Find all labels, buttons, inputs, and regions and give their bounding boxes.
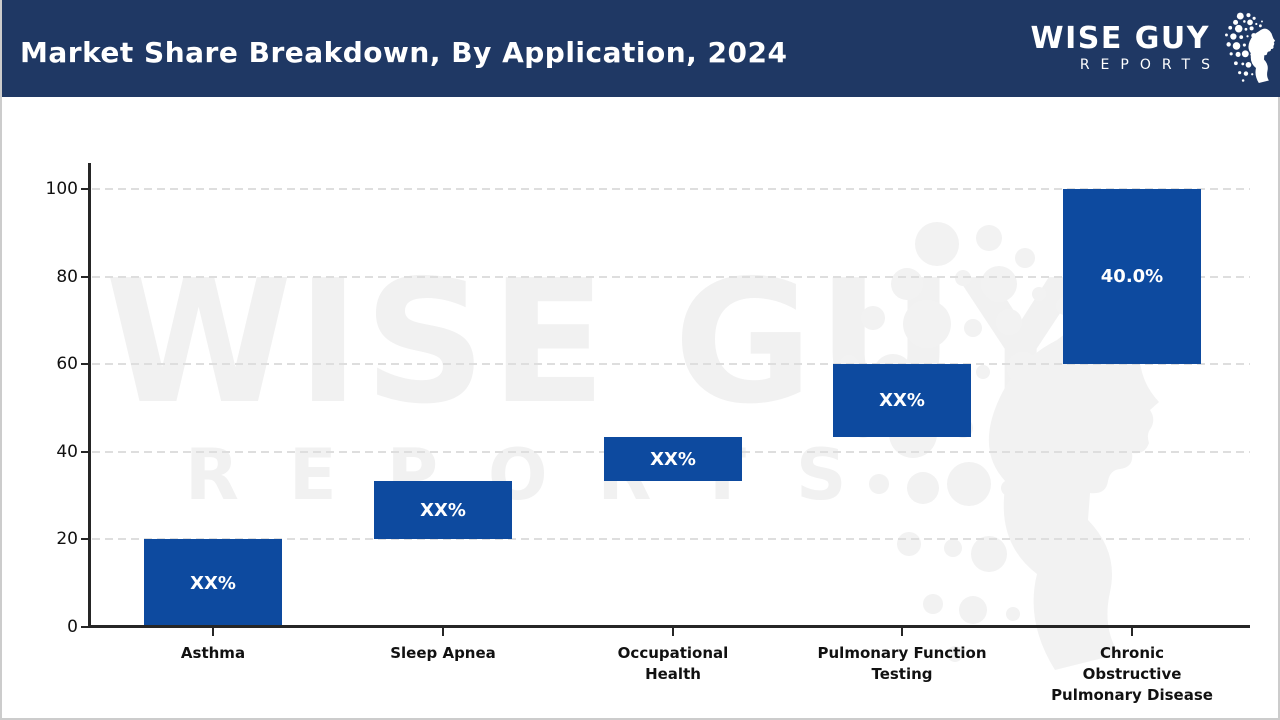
x-tick-mark bbox=[212, 628, 214, 636]
logo-text: WISE GUY REPORTS bbox=[1030, 21, 1210, 73]
y-tick-label: 40 bbox=[56, 441, 78, 462]
category-label: Asthma bbox=[180, 644, 246, 662]
y-tick-label: 100 bbox=[45, 179, 78, 199]
y-tick-mark bbox=[81, 188, 90, 190]
bar: XX% bbox=[374, 481, 512, 540]
x-axis-line bbox=[88, 625, 1250, 628]
gridline bbox=[92, 188, 1250, 190]
gridline bbox=[92, 363, 1250, 366]
gridline bbox=[92, 538, 1250, 541]
y-tick-mark bbox=[81, 626, 90, 628]
y-tick-mark bbox=[81, 538, 90, 541]
logo-subtext: REPORTS bbox=[1079, 57, 1221, 73]
category-label: Chronic Obstructive Pulmonary Disease bbox=[1051, 644, 1213, 704]
y-axis-line bbox=[88, 163, 91, 627]
x-tick-mark bbox=[672, 628, 674, 636]
y-tick-label: 0 bbox=[67, 617, 78, 637]
waterfall-chart: XX% XX% XX% XX% 40.0% 0 20 40 60 80 100 Asthma Slee… bbox=[2, 97, 1280, 720]
x-tick-mark bbox=[901, 628, 903, 636]
logo-wordmark: WISE GUY bbox=[1030, 21, 1210, 56]
y-tick-mark bbox=[81, 275, 90, 278]
bar: XX% bbox=[604, 437, 742, 482]
bar: XX% bbox=[144, 539, 282, 627]
category-label: Sleep Apnea bbox=[390, 644, 496, 662]
logo-head-icon bbox=[1225, 12, 1276, 84]
bar-value-label: XX% bbox=[650, 448, 696, 470]
gridline bbox=[92, 275, 1250, 278]
y-tick-mark bbox=[81, 363, 90, 366]
y-tick-label: 60 bbox=[56, 354, 78, 375]
bar-value-label: XX% bbox=[420, 499, 466, 521]
x-tick-mark bbox=[1131, 628, 1133, 636]
category-label: Occupational Health bbox=[617, 644, 729, 683]
y-tick-label: 80 bbox=[56, 266, 78, 287]
wiseguy-logo: WISE GUY REPORTS bbox=[1030, 6, 1278, 90]
header: Market Share Breakdown, By Application, … bbox=[2, 0, 1280, 97]
bar-value-label: 40.0% bbox=[1100, 266, 1164, 288]
y-tick-label: 20 bbox=[56, 529, 78, 550]
y-tick-mark bbox=[81, 450, 90, 453]
bar: XX% bbox=[833, 364, 971, 438]
bar-value-label: XX% bbox=[190, 572, 236, 594]
category-label: Pulmonary Function Testing bbox=[817, 644, 987, 683]
page-title: Market Share Breakdown, By Application, … bbox=[20, 36, 788, 69]
bar-value-label: XX% bbox=[879, 390, 925, 412]
bar: 40.0% bbox=[1063, 189, 1201, 365]
x-tick-mark bbox=[442, 628, 444, 636]
